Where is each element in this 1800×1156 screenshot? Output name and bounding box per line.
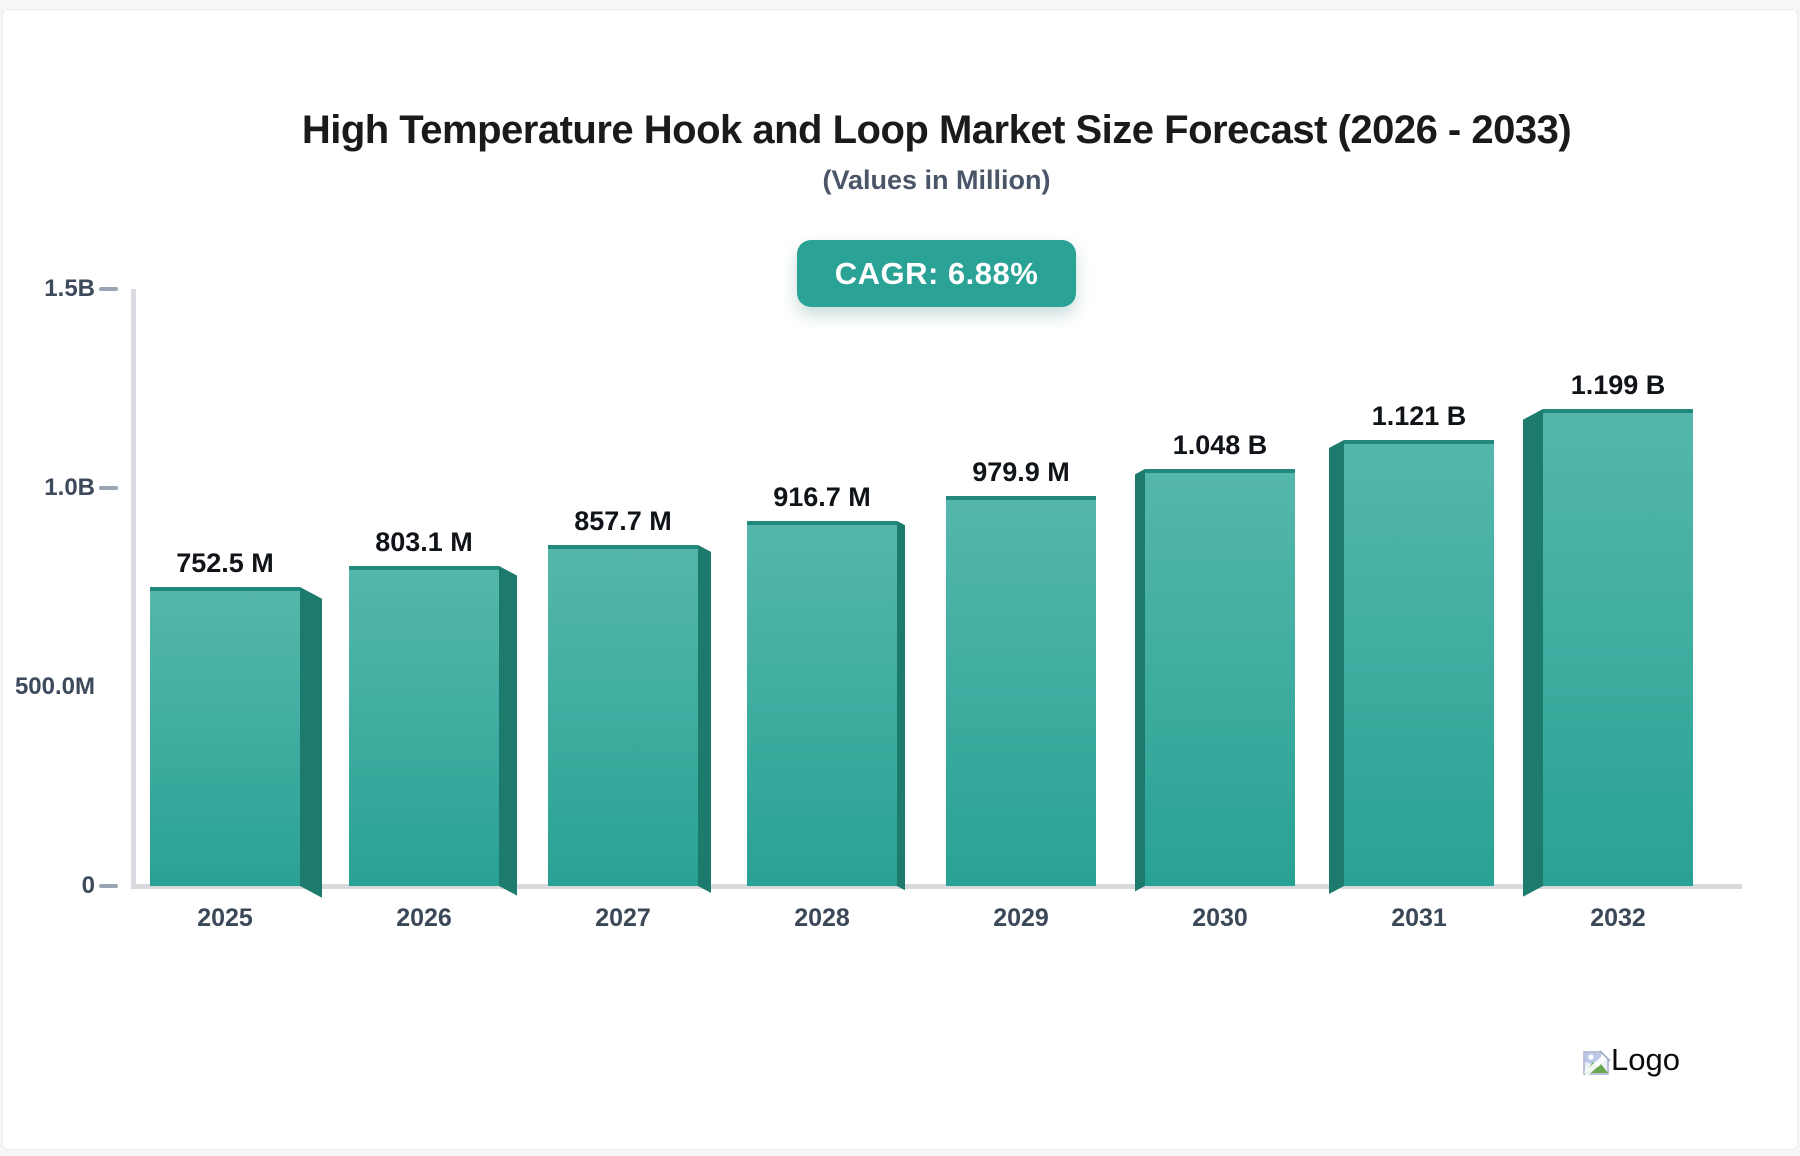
bar-2026 [349,566,499,886]
y-tick-mark [99,287,118,291]
bar-3d-side [698,544,711,893]
bar-2028 [747,521,897,886]
bar-value-label: 979.9 M [972,456,1070,487]
bar-value-label: 1.048 B [1172,429,1268,460]
bar-value-label: 1.199 B [1570,369,1666,400]
y-tick-label: 500.0M [14,673,95,700]
x-axis-year-label: 2027 [595,904,651,932]
logo: Logo [1583,1040,1680,1080]
y-tick-mark [99,486,118,490]
bar-2025 [150,586,300,886]
bar-value-label: 752.5 M [176,547,274,578]
x-axis-year-label: 2025 [197,904,253,932]
x-axis-year-label: 2032 [1590,904,1646,932]
broken-image-icon [1583,1050,1611,1076]
bar-3d-side [300,586,322,898]
bar-2030 [1145,468,1295,886]
bar-3d-side [1523,408,1543,897]
bar-value-label: 857.7 M [574,505,672,536]
x-axis-year-label: 2029 [993,904,1049,932]
bar-2027 [548,544,698,886]
bar-3d-side [1329,439,1344,894]
logo-alt-text: Logo [1611,1042,1680,1077]
cagr-badge: CAGR: 6.88% [796,240,1077,307]
y-tick-mark [99,884,118,888]
bar-3d-side [499,566,517,896]
bar-value-label: 803.1 M [375,527,473,558]
x-axis-year-label: 2030 [1192,904,1248,932]
x-axis-year-label: 2028 [794,904,850,932]
bar-2032 [1543,408,1693,886]
y-tick-label: 0 [81,872,95,899]
chart-header: High Temperature Hook and Loop Market Si… [131,0,1742,307]
bar-3d-side [1135,468,1145,892]
bar-value-label: 1.121 B [1371,400,1467,431]
bar-2031 [1344,439,1494,886]
y-tick-label: 1.0B [44,474,95,501]
y-tick-label: 1.5B [44,275,95,302]
x-axis-year-label: 2031 [1391,904,1447,932]
y-axis-line [131,289,136,889]
bar-2029 [946,495,1096,886]
bar-3d-side [897,521,905,891]
x-axis-year-label: 2026 [396,904,452,932]
chart-subtitle: (Values in Million) [822,165,1051,195]
bar-value-label: 916.7 M [773,482,871,513]
x-axis-line [131,884,1742,889]
chart-title: High Temperature Hook and Loop Market Si… [301,108,1572,152]
